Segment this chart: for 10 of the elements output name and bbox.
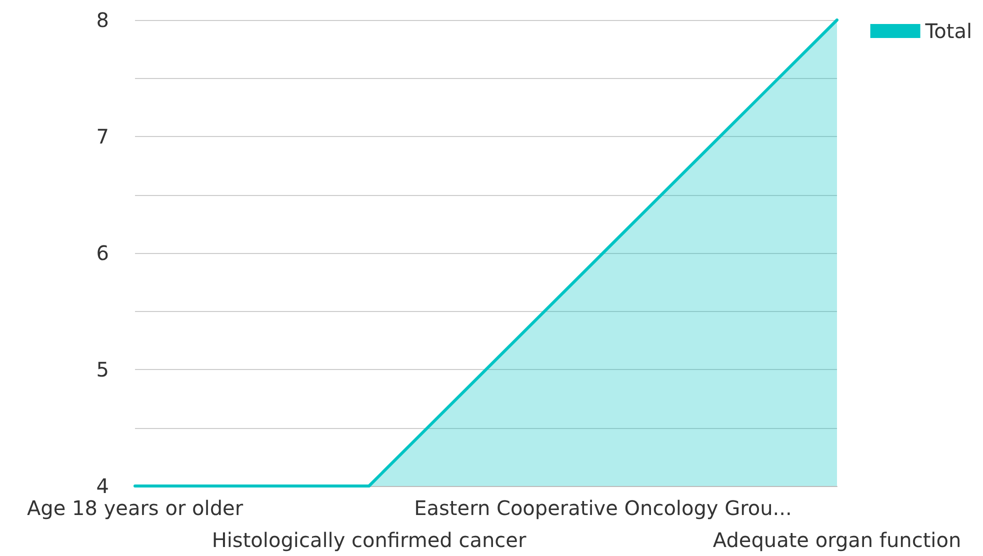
x-tick-label: Histologically confirmed cancer [212,528,527,552]
x-tick-label: Age 18 years or older [26,496,244,520]
y-tick-label: 4 [96,474,109,498]
y-tick-label: 8 [96,8,109,32]
x-tick-label: Eastern Cooperative Oncology Grou... [414,496,792,520]
y-tick-label: 6 [96,241,109,265]
y-tick-label: 5 [96,358,109,382]
x-tick-label: Adequate organ function [712,528,962,552]
y-tick-label: 7 [96,124,109,148]
legend-label: Total [924,19,972,43]
